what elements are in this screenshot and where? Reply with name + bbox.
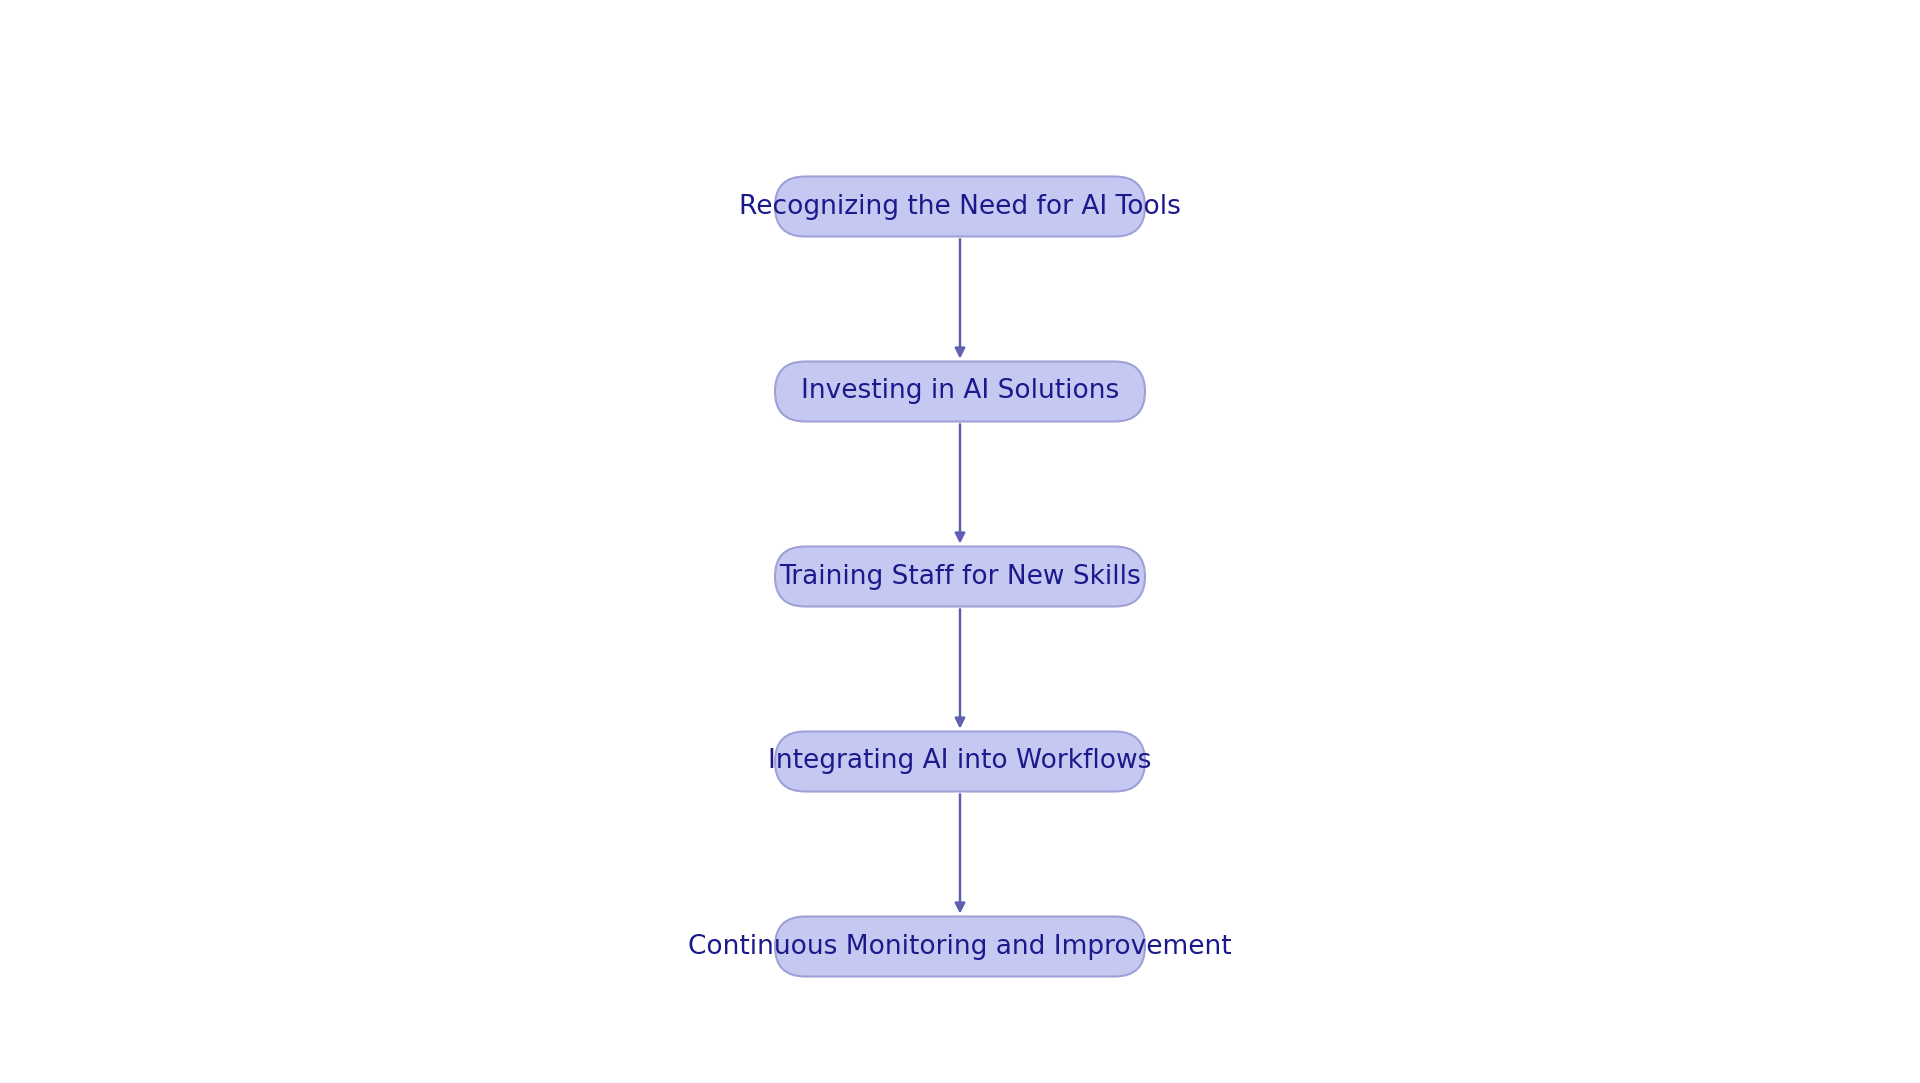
Text: Training Staff for New Skills: Training Staff for New Skills — [780, 563, 1140, 589]
FancyBboxPatch shape — [776, 916, 1144, 977]
Text: Investing in AI Solutions: Investing in AI Solutions — [801, 378, 1119, 404]
FancyBboxPatch shape — [776, 731, 1144, 792]
FancyBboxPatch shape — [776, 362, 1144, 421]
Text: Continuous Monitoring and Improvement: Continuous Monitoring and Improvement — [687, 934, 1233, 960]
FancyBboxPatch shape — [776, 547, 1144, 606]
Text: Integrating AI into Workflows: Integrating AI into Workflows — [768, 748, 1152, 774]
Text: Recognizing the Need for AI Tools: Recognizing the Need for AI Tools — [739, 194, 1181, 220]
FancyBboxPatch shape — [776, 177, 1144, 236]
